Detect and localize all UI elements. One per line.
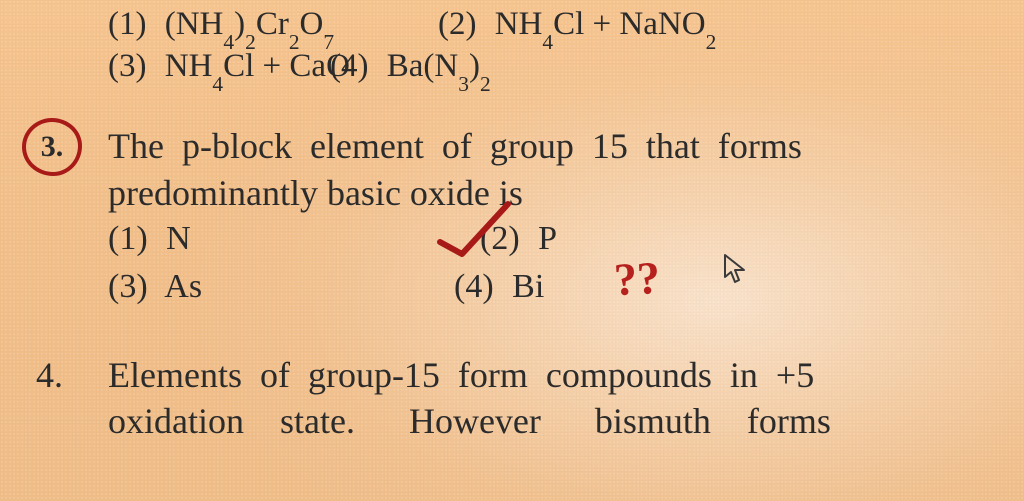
- q3-number: 3.: [41, 130, 64, 164]
- q2-opt1-chem: (NH4)2Cr2O7: [165, 6, 334, 42]
- handwritten-question-marks: ??: [613, 251, 662, 306]
- q4-number: 4.: [36, 354, 63, 396]
- q2-opt3-chem: NH4Cl + CaO: [165, 48, 350, 84]
- cursor-icon: [722, 252, 750, 286]
- q3-opt1-text: N: [166, 220, 191, 257]
- q3-opt4-text: Bi: [512, 268, 544, 305]
- page-content: (1) (NH4)2Cr2O7 (2) NH4Cl + NaNO2 (3) NH…: [0, 0, 1024, 501]
- q2-opt4-num: (4): [330, 48, 368, 84]
- q2-options-row-2: (3) NH4Cl + CaO (4) Ba(N3)2: [0, 48, 350, 90]
- q4-line-2: oxidation state. However bismuth forms: [108, 400, 831, 442]
- q3-opt2-num: (2): [480, 220, 520, 257]
- q3-opt3-text: As: [164, 268, 202, 305]
- q2-opt3-num: (3): [108, 48, 146, 84]
- q3-opt4-num: (4): [454, 268, 494, 305]
- q3-opt3-num: (3): [108, 268, 148, 305]
- q3-line-1: The p-block element of group 15 that for…: [108, 125, 802, 167]
- q3-number-circle: 3.: [22, 118, 82, 176]
- q3-opt1-num: (1): [108, 220, 148, 257]
- q3-line-2: predominantly basic oxide is: [108, 172, 523, 214]
- q2-opt2-chem: NH4Cl + NaNO2: [495, 6, 717, 42]
- q3-opt2-text: P: [538, 220, 557, 257]
- q2-opt2-num: (2): [438, 6, 476, 42]
- q2-options-row-1: (1) (NH4)2Cr2O7 (2) NH4Cl + NaNO2: [0, 6, 334, 48]
- q4-line-1: Elements of group-15 form compounds in +…: [108, 354, 814, 396]
- q2-opt4-chem: Ba(N3)2: [387, 48, 491, 84]
- q2-opt1-num: (1): [108, 6, 146, 42]
